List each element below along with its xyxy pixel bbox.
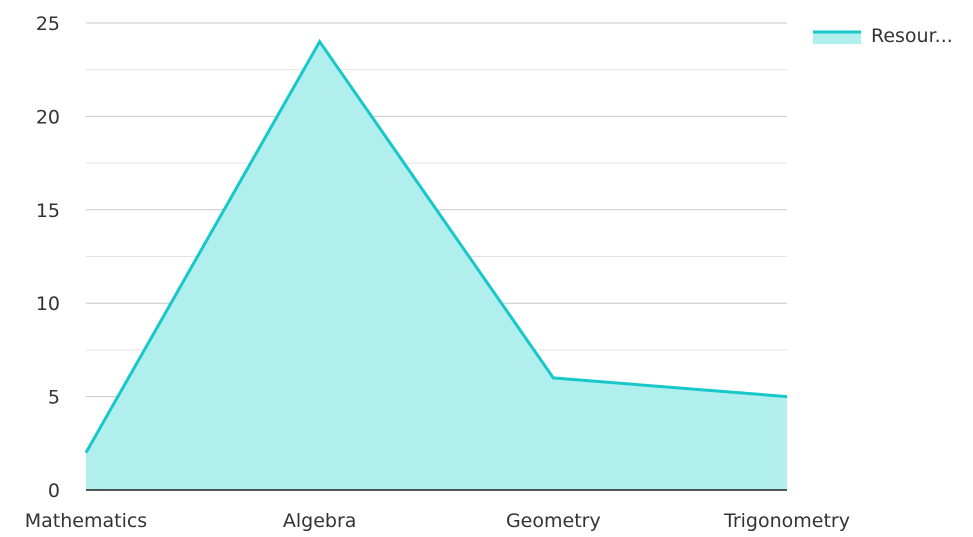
series-area-fill <box>86 41 787 491</box>
legend-item[interactable]: Resour... <box>813 25 953 47</box>
data-point-geometry[interactable] <box>549 374 557 382</box>
y-tick-label: 25 <box>36 13 60 35</box>
x-tick-label-trigonometry: Trigonometry <box>723 510 850 532</box>
legend-swatch-fill <box>813 32 861 44</box>
y-tick-label: 20 <box>36 106 60 128</box>
series-line <box>84 38 788 454</box>
y-tick-label: 0 <box>48 480 60 502</box>
x-tick-label-geometry: Geometry <box>506 510 601 532</box>
y-tick-label: 15 <box>36 200 60 222</box>
data-point-trigonometry[interactable] <box>783 393 791 401</box>
x-tick-label-algebra: Algebra <box>283 510 357 532</box>
data-point-algebra[interactable] <box>316 38 324 46</box>
y-tick-label: 5 <box>48 387 60 409</box>
y-tick-label: 10 <box>36 293 60 315</box>
data-point-mathematics[interactable] <box>82 449 90 457</box>
series-area-group <box>82 38 791 491</box>
legend-label: Resour... <box>871 25 953 47</box>
y-axis-tick-labels: 0 5 10 15 20 25 <box>36 13 60 502</box>
x-axis-tick-labels: Mathematics Algebra Geometry Trigonometry <box>25 510 850 532</box>
x-tick-label-mathematics: Mathematics <box>25 510 147 532</box>
legend[interactable]: Resour... <box>813 25 953 47</box>
